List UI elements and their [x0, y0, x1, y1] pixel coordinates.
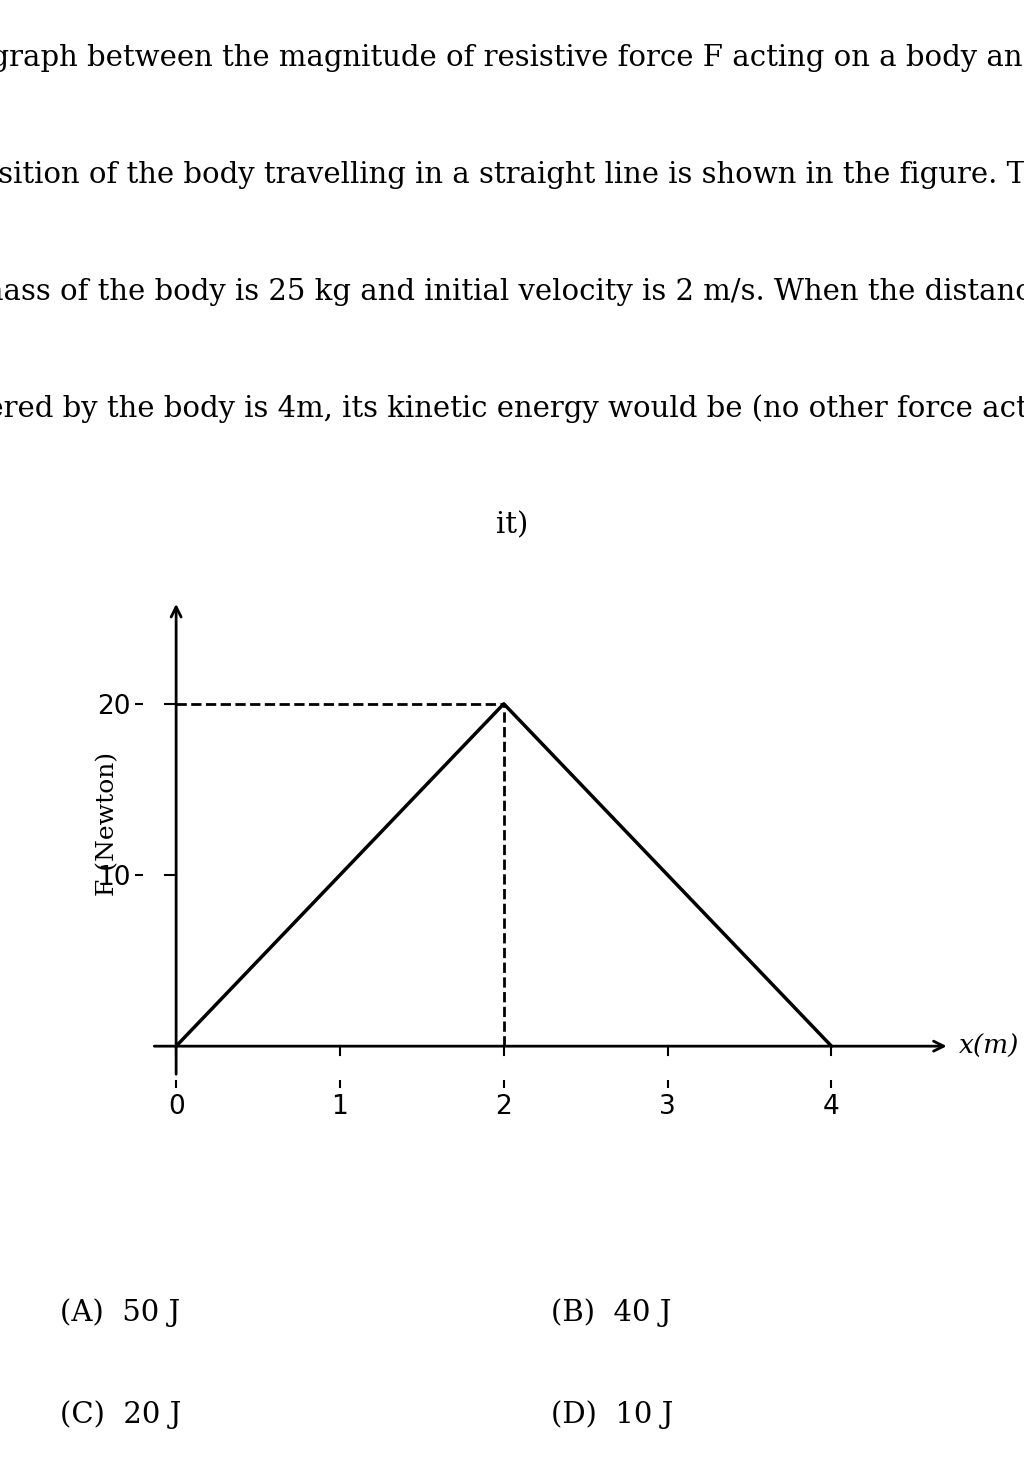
- Text: mass of the body is 25 kg and initial velocity is 2 m/s. When the distance: mass of the body is 25 kg and initial ve…: [0, 277, 1024, 307]
- Text: (C)  20 J: (C) 20 J: [59, 1400, 181, 1429]
- Text: position of the body travelling in a straight line is shown in the figure. The: position of the body travelling in a str…: [0, 161, 1024, 190]
- Text: x(m): x(m): [959, 1034, 1020, 1058]
- Text: F (Newton): F (Newton): [96, 752, 119, 895]
- Text: (D)  10 J: (D) 10 J: [551, 1400, 674, 1429]
- Text: The graph between the magnitude of resistive force F acting on a body and the: The graph between the magnitude of resis…: [0, 44, 1024, 73]
- Text: (B)  40 J: (B) 40 J: [551, 1298, 672, 1327]
- Text: it): it): [496, 511, 528, 540]
- Text: (A)  50 J: (A) 50 J: [59, 1298, 180, 1327]
- Text: covered by the body is 4m, its kinetic energy would be (no other force acts on: covered by the body is 4m, its kinetic e…: [0, 394, 1024, 423]
